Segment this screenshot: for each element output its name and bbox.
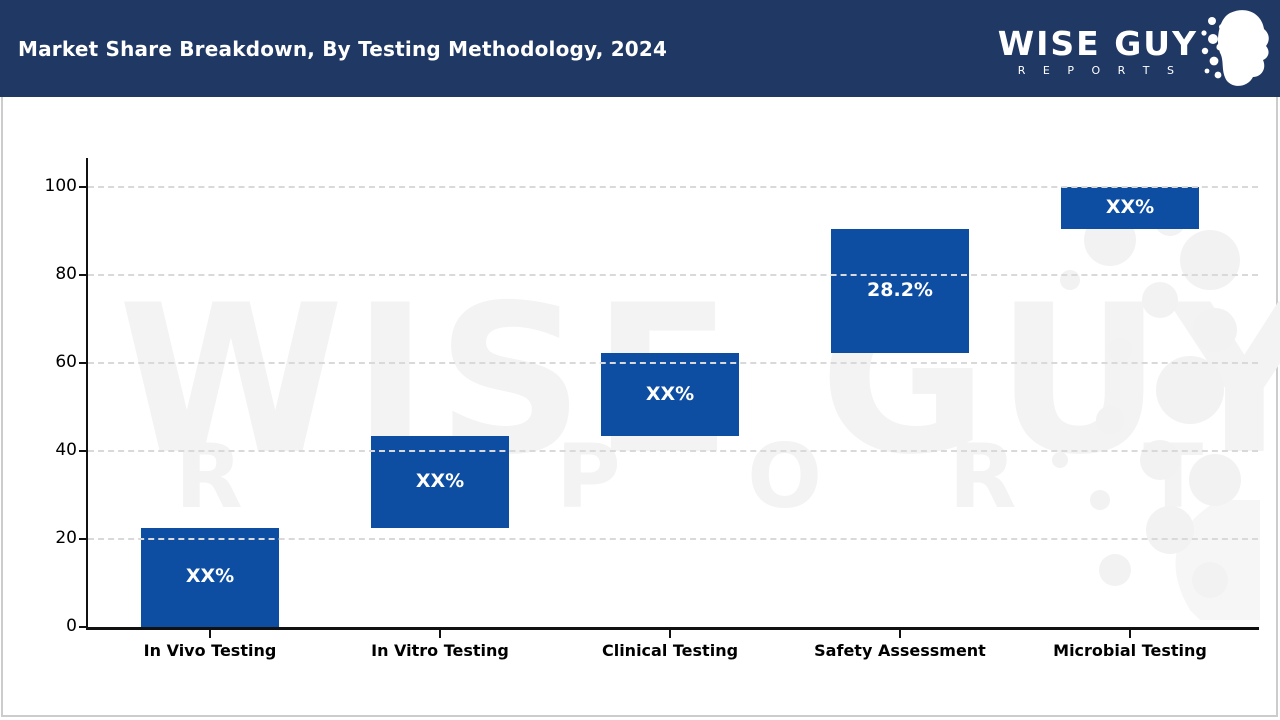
gridline-60: [88, 362, 1258, 364]
y-tick-80: [79, 274, 87, 276]
logo-name: WISE GUY: [997, 24, 1198, 63]
y-tick-40: [79, 450, 87, 452]
category-label-clinical-testing: Clinical Testing: [601, 641, 739, 660]
bar-value-microbial-testing: XX%: [1105, 196, 1155, 219]
x-tick-microbial-testing: [1129, 630, 1131, 638]
x-tick-in-vitro-testing: [439, 630, 441, 638]
x-tick-safety-assessment: [899, 630, 901, 638]
x-axis-line: [86, 627, 1259, 630]
y-tick-100: [79, 186, 87, 188]
gridline-100: [88, 186, 1258, 188]
y-tick-20: [79, 538, 87, 540]
category-label-in-vivo-testing: In Vivo Testing: [143, 641, 277, 660]
logo-head-icon: [1200, 5, 1272, 93]
gridline-20: [88, 538, 1258, 540]
bar-value-clinical-testing: XX%: [645, 382, 695, 405]
bar-clinical-testing: [601, 353, 739, 437]
y-tick-label-80: 80: [55, 264, 77, 284]
bar-microbial-testing: [1061, 187, 1199, 230]
bar-safety-assessment: [831, 229, 969, 354]
wiseguy-logo: WISE GUY R E P O R T S: [998, 4, 1272, 94]
y-tick-label-40: 40: [55, 440, 77, 460]
y-tick-label-60: 60: [55, 352, 77, 372]
logo-subtitle: R E P O R T S: [1017, 64, 1181, 77]
y-tick-60: [79, 362, 87, 364]
header-bar: Market Share Breakdown, By Testing Metho…: [0, 0, 1280, 97]
bar-in-vivo-testing: [141, 527, 279, 627]
y-tick-0: [79, 626, 87, 628]
logo-text: WISE GUY R E P O R T S: [998, 27, 1198, 77]
y-tick-label-100: 100: [44, 176, 77, 196]
bar-value-in-vitro-testing: XX%: [415, 470, 465, 493]
bar-value-in-vivo-testing: XX%: [185, 565, 235, 588]
x-tick-in-vivo-testing: [209, 630, 211, 638]
category-label-safety-assessment: Safety Assessment: [814, 641, 986, 660]
gridline-80: [88, 274, 1258, 276]
y-axis-line: [86, 158, 88, 629]
watermark-line2: R E P O R T S: [175, 425, 1280, 528]
page-title: Market Share Breakdown, By Testing Metho…: [18, 36, 668, 61]
bar-value-safety-assessment: 28.2%: [867, 279, 933, 302]
category-label-microbial-testing: Microbial Testing: [1053, 641, 1207, 660]
category-label-in-vitro-testing: In Vitro Testing: [371, 641, 509, 660]
x-tick-clinical-testing: [669, 630, 671, 638]
gridline-40: [88, 450, 1258, 452]
y-tick-label-20: 20: [55, 528, 77, 548]
y-tick-label-0: 0: [66, 616, 77, 636]
